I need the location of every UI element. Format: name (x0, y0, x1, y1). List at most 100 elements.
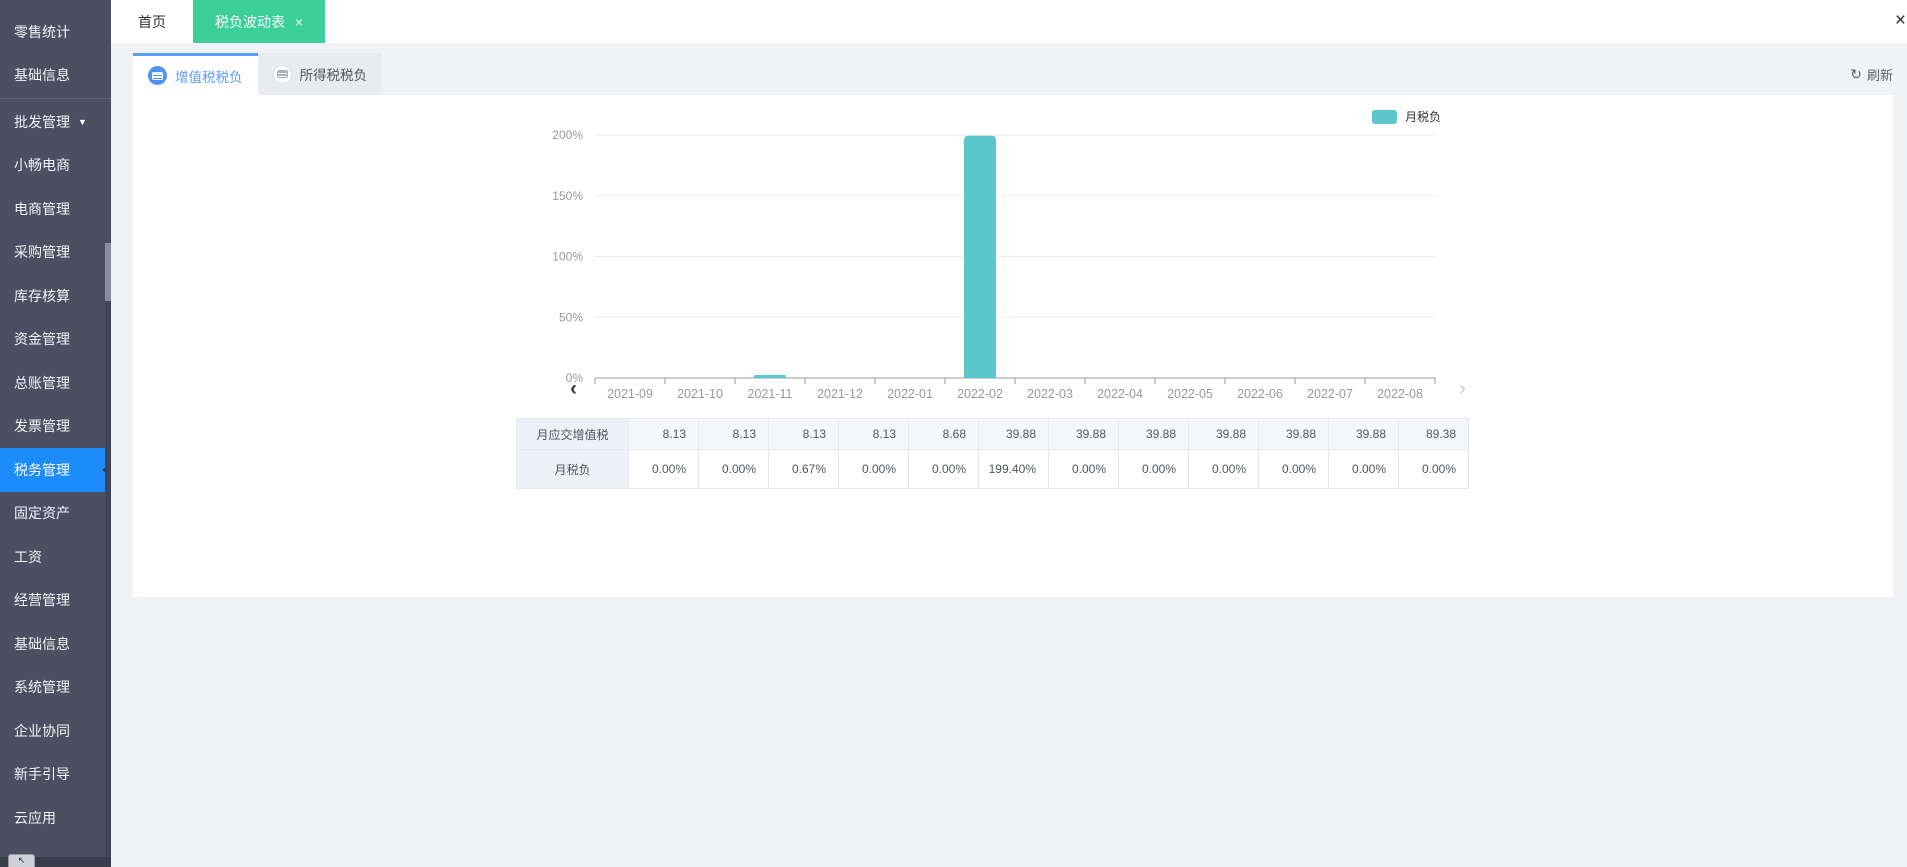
sidebar-item-label: 采购管理 (14, 244, 70, 261)
sidebar-item-8[interactable]: 总账管理 (0, 361, 111, 405)
content-area: 增值税税负 所得税税负 ↻ 刷新 月税负 0% 50% 100% 150% 200% 20… (111, 43, 1907, 867)
tab-tax-fluctuation[interactable]: 税负波动表 × (193, 0, 326, 43)
sidebar-item-15[interactable]: 系统管理 (0, 666, 111, 710)
svg-text:2022-08: 2022-08 (1377, 387, 1423, 401)
vat-report-icon (148, 66, 167, 85)
sidebar-item-5[interactable]: 采购管理 (0, 231, 111, 275)
table-cell: 199.40% (978, 449, 1049, 489)
table-cell: 0.00% (1048, 449, 1119, 489)
sidebar-item-3[interactable]: 小畅电商 (0, 144, 111, 188)
table-row-0: 月应交增值税 8.13 8.13 8.13 8.13 8.68 39.88 39.88 39.8… (516, 418, 1469, 450)
sidebar-footer: ↖ (0, 854, 111, 867)
tab-income-tax-burden-label: 所得税税负 (299, 68, 368, 83)
table-cell: 0.00% (1328, 449, 1399, 489)
sidebar-scrollbar-thumb[interactable] (105, 243, 111, 301)
sidebar-item-13[interactable]: 经营管理 (0, 579, 111, 623)
table-cell: 8.13 (628, 418, 699, 450)
table-cell: 0.00% (628, 449, 699, 489)
table-cell: 39.88 (1048, 418, 1119, 450)
sidebar: 零售统计 基础信息 批发管理 ▼ 小畅电商 电商管理 采购管理 库存核算 资金管理 总账管理 发票管… (0, 0, 111, 867)
tab-vat-burden[interactable]: 增值税税负 (133, 53, 258, 95)
sidebar-item-label: 云应用 (14, 809, 56, 826)
legend-swatch (1372, 109, 1397, 124)
svg-text:200%: 200% (552, 128, 583, 142)
svg-text:2022-03: 2022-03 (1027, 387, 1073, 401)
sidebar-item-label: 税务管理 (14, 461, 70, 478)
chart-prev-arrow[interactable]: ‹ (570, 377, 577, 400)
sidebar-divider (0, 98, 111, 99)
sidebar-scrollbar[interactable] (105, 243, 111, 858)
sidebar-menu: 零售统计 基础信息 批发管理 ▼ 小畅电商 电商管理 采购管理 库存核算 资金管理 总账管理 发票管… (0, 0, 111, 840)
sidebar-item-10[interactable]: 税务管理 (0, 448, 111, 492)
sidebar-footer-button[interactable]: ↖ (8, 854, 35, 867)
svg-text:2021-09: 2021-09 (607, 387, 653, 401)
close-icon[interactable]: × (1894, 10, 1906, 31)
tab-income-tax-burden[interactable]: 所得税税负 (257, 53, 382, 95)
bar-chart: 0% 50% 100% 150% 200% 2021-09 2021-10 2021-11 20… (552, 128, 1436, 401)
svg-text:2022-04: 2022-04 (1097, 387, 1143, 401)
sidebar-item-label: 基础信息 (14, 67, 70, 84)
sidebar-item-label: 经营管理 (14, 592, 70, 609)
sidebar-item-label: 系统管理 (14, 679, 70, 696)
table-cell: 89.38 (1398, 418, 1469, 450)
sidebar-item-11[interactable]: 固定资产 (0, 492, 111, 536)
table-cell: 8.13 (698, 418, 769, 450)
sidebar-item-14[interactable]: 基础信息 (0, 622, 111, 666)
table-row-1: 月税负 0.00% 0.00% 0.67% 0.00% 0.00% 199.40% 0.00%… (516, 449, 1469, 489)
svg-text:2022-07: 2022-07 (1307, 387, 1353, 401)
report-panel: 月税负 0% 50% 100% 150% 200% 2021-09 2021-10 2021-… (133, 95, 1893, 597)
sidebar-item-label: 新手引导 (14, 766, 70, 783)
svg-text:150%: 150% (552, 189, 583, 203)
table-cell: 0.00% (838, 449, 909, 489)
sidebar-item-4[interactable]: 电商管理 (0, 187, 111, 231)
table-cell: 39.88 (978, 418, 1049, 450)
sidebar-item-18[interactable]: 云应用 (0, 796, 111, 840)
sidebar-item-label: 资金管理 (14, 331, 70, 348)
refresh-label: 刷新 (1866, 67, 1893, 83)
income-tax-report-icon (272, 64, 292, 84)
sidebar-item-12[interactable]: 工资 (0, 535, 111, 579)
table-cell: 39.88 (1258, 418, 1329, 450)
tab-vat-burden-label: 增值税税负 (175, 69, 243, 85)
cursor-icon: ↖ (17, 855, 26, 865)
chart-next-arrow[interactable]: › (1459, 377, 1466, 400)
window-tabbar: 首页 税负波动表 × × (111, 0, 1907, 43)
bar-2021-11[interactable] (754, 375, 786, 378)
chevron-down-icon: ▼ (78, 116, 87, 127)
table-cell: 0.00% (908, 449, 979, 489)
content-tabstrip: 增值税税负 所得税税负 ↻ 刷新 (133, 53, 1893, 95)
svg-text:100%: 100% (552, 250, 583, 264)
table-cell: 0.00% (698, 449, 769, 489)
refresh-button[interactable]: ↻ 刷新 (1850, 53, 1893, 95)
sidebar-item-7[interactable]: 资金管理 (0, 318, 111, 362)
table-cell: 8.68 (908, 418, 979, 450)
sidebar-item-17[interactable]: 新手引导 (0, 753, 111, 797)
sidebar-item-1[interactable]: 基础信息 (0, 54, 111, 98)
table-cell: 0.00% (1188, 449, 1259, 489)
legend-item-monthly-tax[interactable]: 月税负 (1372, 108, 1441, 125)
sidebar-item-9[interactable]: 发票管理 (0, 405, 111, 449)
sidebar-item-0[interactable]: 零售统计 (0, 10, 111, 54)
table-cell: 0.00% (1118, 449, 1189, 489)
svg-text:2022-06: 2022-06 (1237, 387, 1283, 401)
bar-2022-02[interactable] (964, 135, 996, 378)
table-cell: 39.88 (1188, 418, 1259, 450)
svg-text:2021-10: 2021-10 (677, 387, 723, 401)
svg-text:50%: 50% (559, 310, 583, 324)
table-cell: 8.13 (838, 418, 909, 450)
row-label: 月税负 (516, 449, 629, 489)
sidebar-item-label: 工资 (14, 548, 42, 565)
sidebar-item-label: 基础信息 (14, 635, 70, 652)
row-label: 月应交增值税 (516, 418, 629, 450)
sidebar-item-6[interactable]: 库存核算 (0, 274, 111, 318)
legend-label: 月税负 (1405, 110, 1442, 124)
table-cell: 0.00% (1258, 449, 1329, 489)
tab-home[interactable]: 首页 (111, 0, 193, 43)
svg-text:2021-12: 2021-12 (817, 387, 863, 401)
refresh-icon: ↻ (1850, 66, 1862, 82)
svg-text:2021-11: 2021-11 (748, 387, 793, 401)
tab-close-icon[interactable]: × (295, 13, 304, 30)
sidebar-item-16[interactable]: 企业协同 (0, 709, 111, 753)
sidebar-item-2[interactable]: 批发管理 ▼ (0, 100, 111, 144)
table-cell: 0.67% (768, 449, 839, 489)
